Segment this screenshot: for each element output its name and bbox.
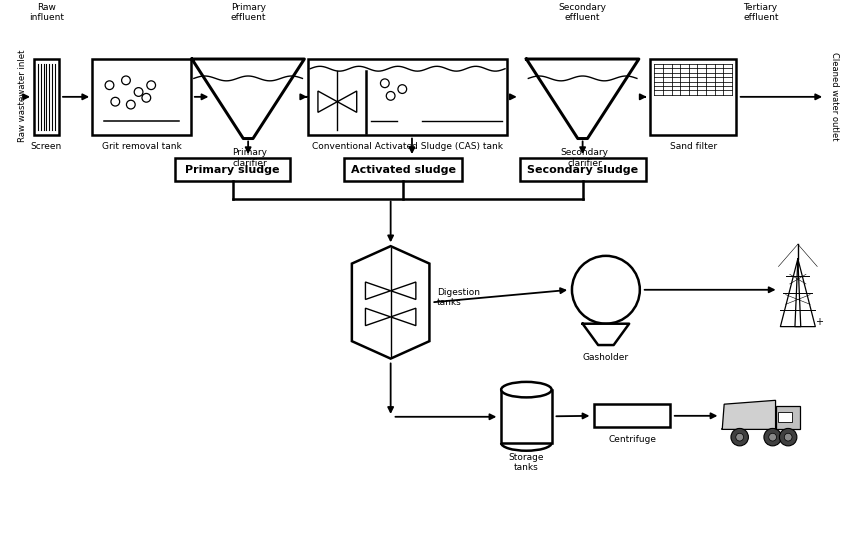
Bar — [502, 390, 552, 443]
Polygon shape — [722, 401, 775, 429]
Circle shape — [785, 433, 792, 441]
Bar — [34, 59, 59, 134]
Text: +: + — [815, 317, 823, 327]
Text: Digestion
tanks: Digestion tanks — [437, 288, 480, 307]
Circle shape — [768, 433, 777, 441]
Polygon shape — [337, 91, 357, 112]
Text: Primary
clarifier: Primary clarifier — [233, 148, 268, 168]
Circle shape — [731, 429, 748, 446]
Ellipse shape — [502, 382, 552, 397]
Circle shape — [764, 429, 781, 446]
Bar — [650, 59, 736, 134]
Polygon shape — [318, 91, 337, 112]
Text: Primary
effluent: Primary effluent — [230, 3, 266, 22]
Polygon shape — [582, 323, 629, 345]
Circle shape — [779, 429, 797, 446]
Text: Storage
tanks: Storage tanks — [508, 453, 544, 472]
Text: Raw wastewater inlet: Raw wastewater inlet — [18, 50, 26, 142]
Bar — [344, 158, 462, 181]
Polygon shape — [352, 246, 429, 359]
Text: Secondary sludge: Secondary sludge — [527, 165, 638, 175]
Polygon shape — [391, 308, 416, 326]
Bar — [309, 59, 507, 134]
Bar — [594, 404, 670, 428]
Polygon shape — [391, 282, 416, 300]
Text: Gasholder: Gasholder — [583, 353, 629, 362]
Text: Activated sludge: Activated sludge — [351, 165, 456, 175]
Text: Conventional Activated Sludge (CAS) tank: Conventional Activated Sludge (CAS) tank — [312, 142, 503, 152]
Polygon shape — [366, 308, 391, 326]
Text: Centrifuge: Centrifuge — [608, 435, 656, 444]
Polygon shape — [366, 282, 391, 300]
Text: Primary sludge: Primary sludge — [185, 165, 280, 175]
Bar — [775, 406, 800, 429]
Text: Raw
influent: Raw influent — [29, 3, 64, 22]
Bar — [519, 158, 646, 181]
Bar — [175, 158, 290, 181]
Text: Grit removal tank: Grit removal tank — [102, 142, 181, 152]
Text: Cleaned water outlet: Cleaned water outlet — [830, 52, 839, 140]
Text: Sand filter: Sand filter — [670, 142, 717, 152]
Bar — [92, 59, 191, 134]
Bar — [779, 412, 792, 422]
Text: Secondary
effluent: Secondary effluent — [558, 3, 607, 22]
Text: Secondary
clarifier: Secondary clarifier — [560, 148, 609, 168]
Polygon shape — [526, 59, 639, 138]
Text: Tertiary
effluent: Tertiary effluent — [744, 3, 779, 22]
Circle shape — [736, 433, 744, 441]
Polygon shape — [192, 59, 304, 138]
Text: Screen: Screen — [31, 142, 62, 152]
